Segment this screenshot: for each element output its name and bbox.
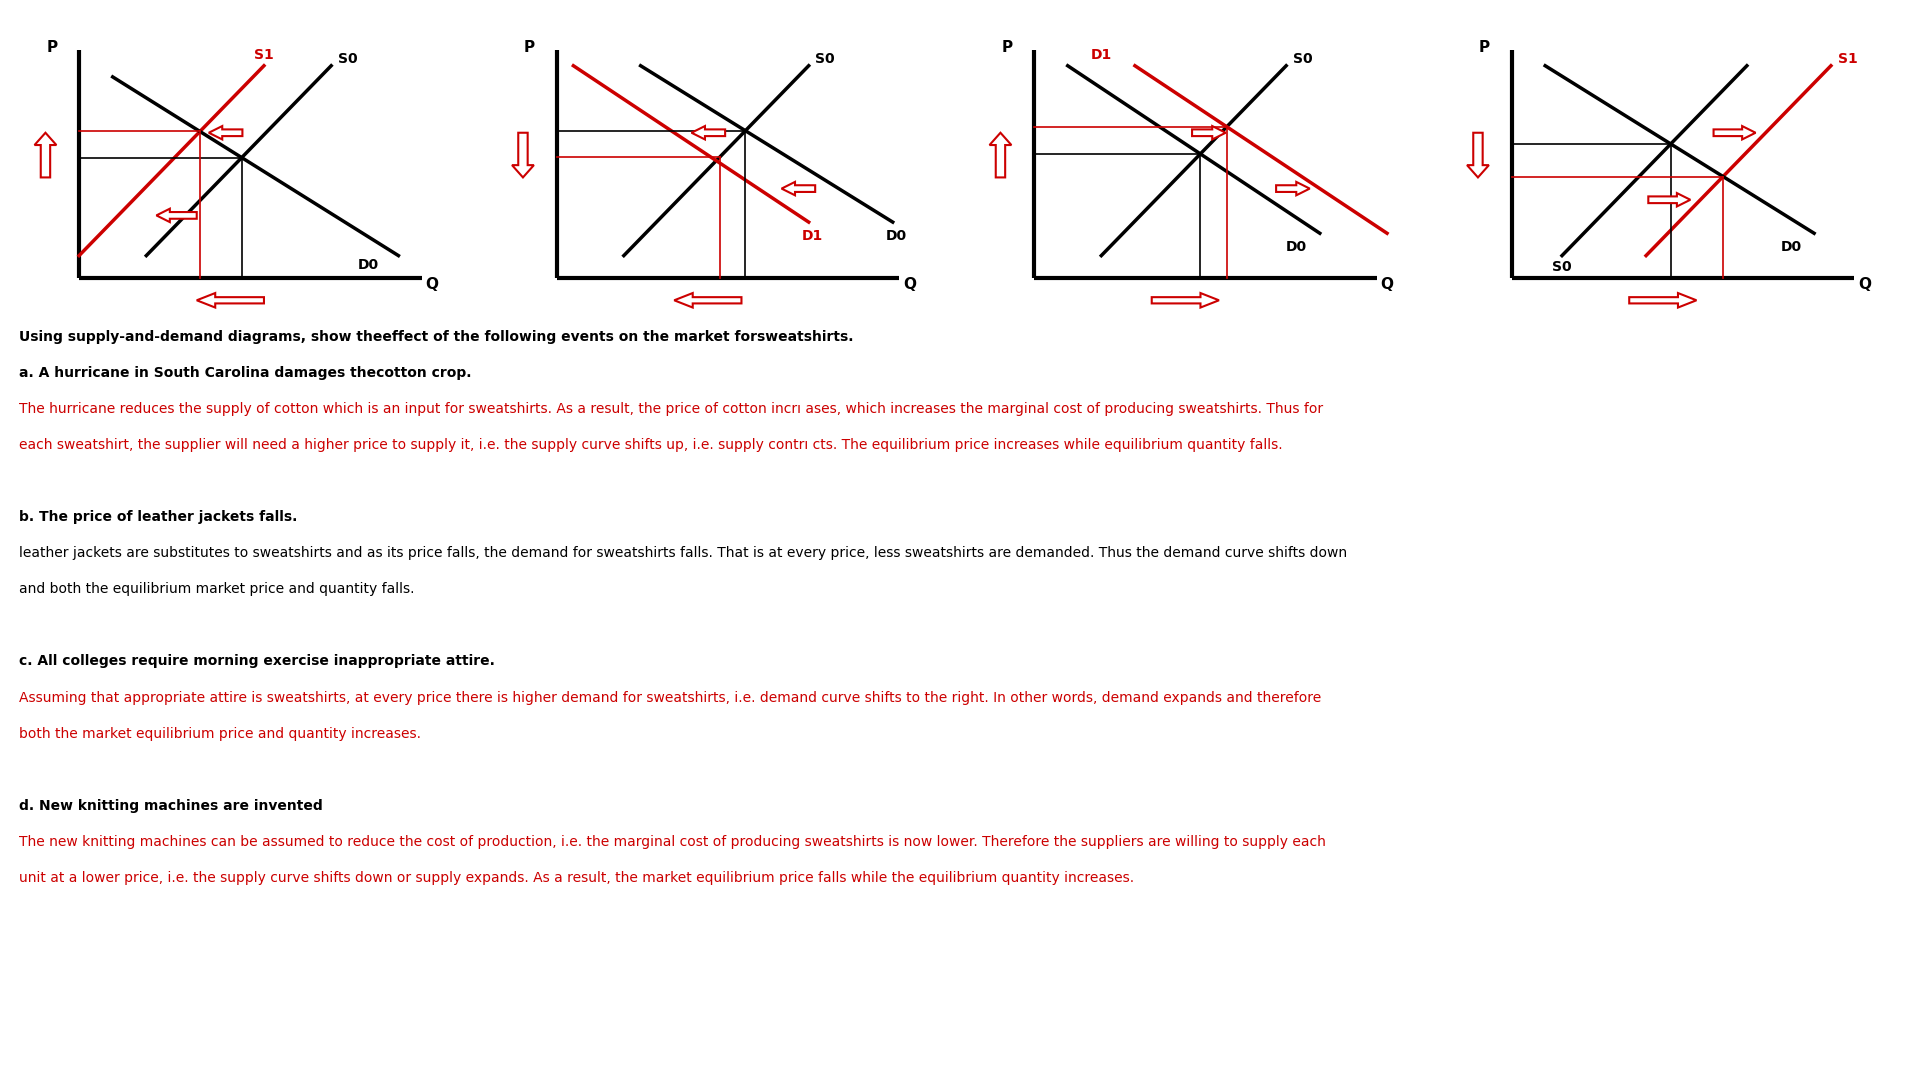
Text: S0: S0 (1553, 260, 1572, 274)
FancyArrow shape (197, 293, 264, 307)
Text: S0: S0 (338, 53, 357, 67)
Text: Q: Q (903, 277, 917, 292)
Text: D0: D0 (357, 258, 380, 272)
FancyArrow shape (1276, 182, 1310, 195)
Text: P: P (523, 41, 535, 56)
Text: The hurricane reduces the supply of cotton which is an input for sweatshirts. As: The hurricane reduces the supply of cott… (19, 402, 1324, 416)
Text: both the market equilibrium price and quantity increases.: both the market equilibrium price and qu… (19, 727, 420, 741)
Text: D1: D1 (1091, 48, 1112, 62)
FancyArrow shape (1713, 126, 1755, 140)
FancyArrow shape (691, 126, 726, 140)
Text: unit at a lower price, i.e. the supply curve shifts down or supply expands. As a: unit at a lower price, i.e. the supply c… (19, 871, 1135, 885)
FancyArrow shape (512, 133, 535, 177)
FancyArrow shape (208, 126, 243, 140)
Text: c. All colleges require morning exercise inappropriate attire.: c. All colleges require morning exercise… (19, 654, 495, 668)
FancyArrow shape (674, 293, 741, 307)
Text: S1: S1 (254, 48, 273, 62)
FancyArrow shape (989, 133, 1012, 177)
FancyArrow shape (781, 182, 816, 195)
FancyArrow shape (34, 133, 57, 177)
Text: P: P (1001, 41, 1012, 56)
FancyArrow shape (157, 208, 197, 222)
Text: Q: Q (426, 277, 439, 292)
Text: S0: S0 (816, 53, 835, 67)
Text: D0: D0 (886, 229, 907, 243)
Text: D0: D0 (1285, 241, 1306, 255)
FancyArrow shape (1648, 193, 1690, 206)
Text: S0: S0 (1293, 53, 1312, 67)
FancyArrow shape (1467, 133, 1490, 177)
Text: S1: S1 (1837, 53, 1857, 67)
Text: each sweatshirt, the supplier will need a higher price to supply it, i.e. the su: each sweatshirt, the supplier will need … (19, 438, 1284, 452)
FancyArrow shape (1152, 293, 1219, 307)
Text: Assuming that appropriate attire is sweatshirts, at every price there is higher : Assuming that appropriate attire is swea… (19, 691, 1322, 705)
Text: Using supply-and-demand diagrams, show theeffect of the following events on the : Using supply-and-demand diagrams, show t… (19, 330, 854, 344)
FancyArrow shape (1629, 293, 1696, 307)
FancyArrow shape (1192, 126, 1226, 140)
Text: and both the equilibrium market price and quantity falls.: and both the equilibrium market price an… (19, 582, 414, 596)
Text: b. The price of leather jackets falls.: b. The price of leather jackets falls. (19, 510, 298, 524)
Text: d. New knitting machines are invented: d. New knitting machines are invented (19, 799, 323, 813)
Text: The new knitting machines can be assumed to reduce the cost of production, i.e. : The new knitting machines can be assumed… (19, 834, 1326, 848)
Text: D0: D0 (1780, 241, 1801, 255)
Text: Q: Q (1858, 277, 1872, 292)
Text: D1: D1 (802, 229, 823, 243)
Text: P: P (1478, 41, 1490, 56)
Text: P: P (46, 41, 57, 56)
Text: leather jackets are substitutes to sweatshirts and as its price falls, the deman: leather jackets are substitutes to sweat… (19, 547, 1347, 561)
Text: Q: Q (1381, 277, 1394, 292)
Text: a. A hurricane in South Carolina damages thecotton crop.: a. A hurricane in South Carolina damages… (19, 366, 472, 380)
